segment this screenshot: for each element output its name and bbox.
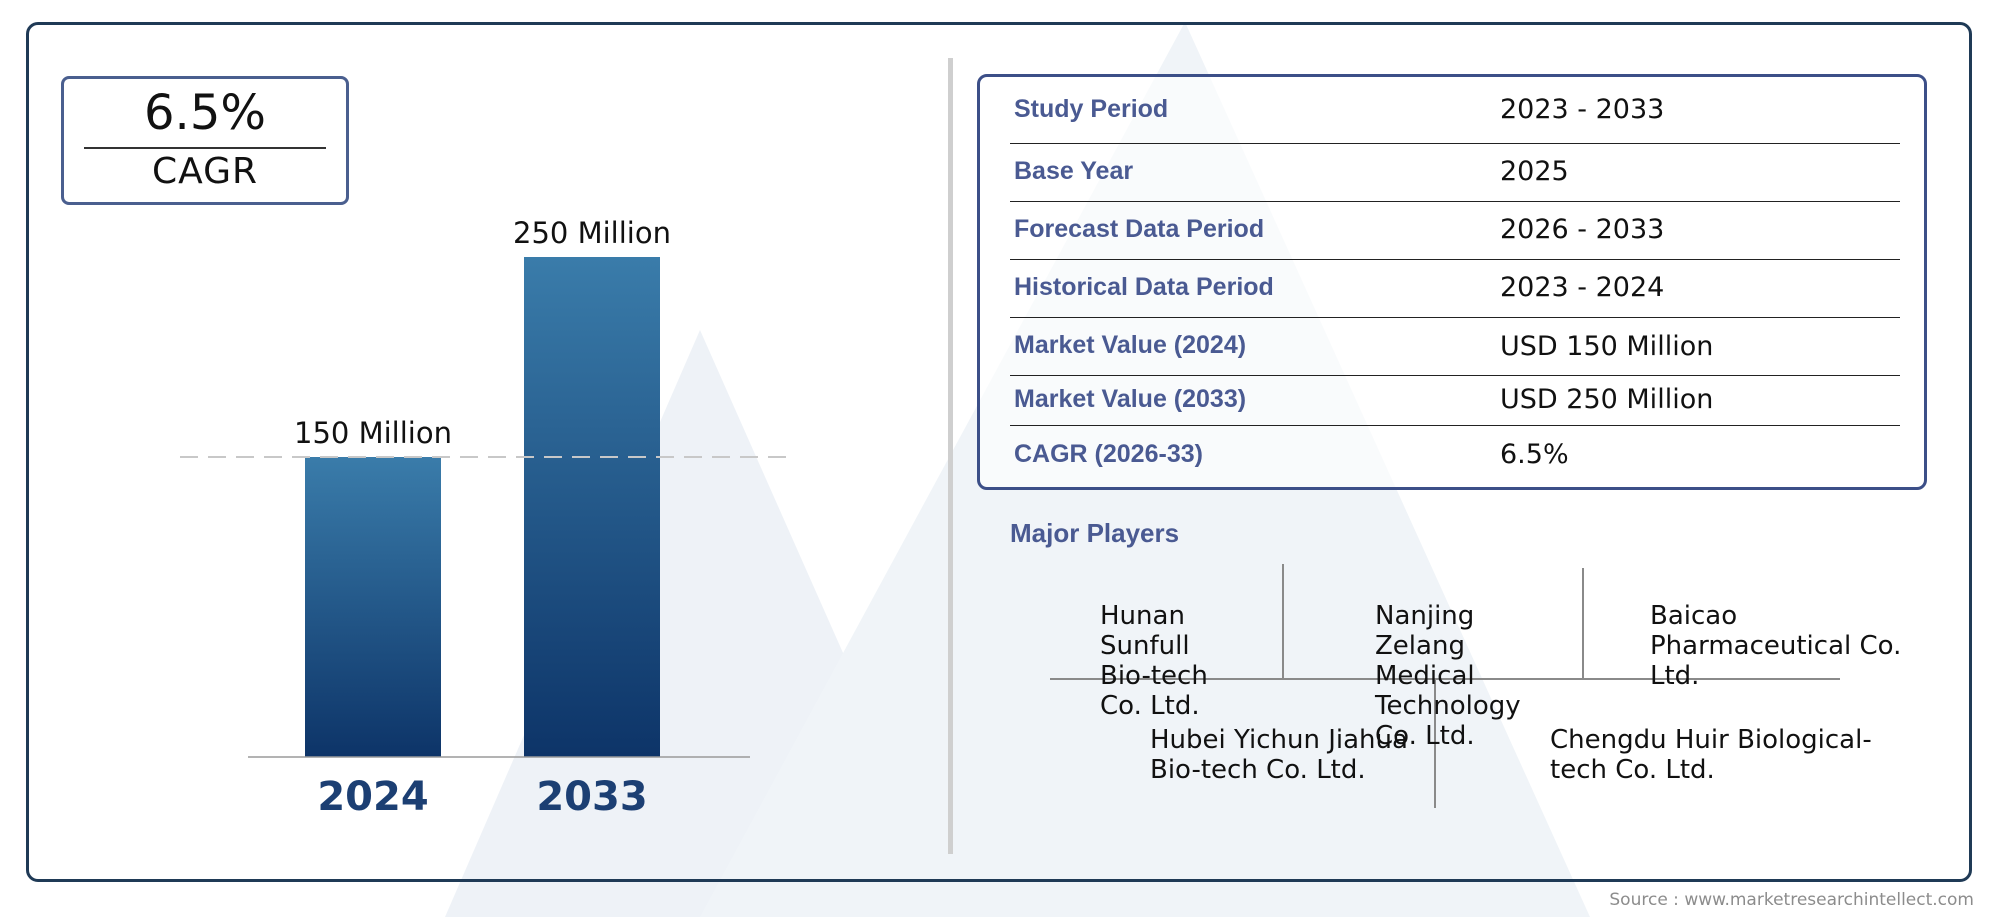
info-label: Market Value (2033) — [1014, 385, 1247, 413]
bar-2033 — [524, 257, 660, 757]
info-row-cagr: CAGR (2026-33) 6.5% — [1010, 425, 1900, 485]
player-separator — [1434, 678, 1436, 808]
player-name: Hunan Sunfull Bio-tech Co. Ltd. — [1100, 601, 1208, 721]
cagr-badge: 6.5% CAGR — [61, 76, 349, 205]
market-info-table: Study Period 2023 - 2033 Base Year 2025 … — [977, 74, 1927, 490]
info-label: Historical Data Period — [1014, 273, 1274, 301]
info-label: Forecast Data Period — [1014, 215, 1265, 243]
player-name: Baicao Pharmaceutical Co. Ltd. — [1650, 601, 1902, 691]
info-row-forecast-period: Forecast Data Period 2026 - 2033 — [1010, 201, 1900, 260]
info-row-study-period: Study Period 2023 - 2033 — [1010, 77, 1900, 144]
info-value: USD 250 Million — [1500, 384, 1714, 415]
cagr-label: CAGR — [151, 151, 259, 192]
info-label: Market Value (2024) — [1014, 331, 1247, 359]
info-value: 2023 - 2024 — [1500, 272, 1665, 303]
bar-2024 — [305, 457, 441, 757]
info-value: 2026 - 2033 — [1500, 214, 1665, 245]
cagr-divider — [84, 147, 326, 149]
player-separator — [1582, 568, 1584, 678]
category-label: 2024 — [317, 774, 428, 820]
info-label: Study Period — [1014, 95, 1169, 123]
info-value: 2025 — [1500, 156, 1569, 187]
info-value: USD 150 Million — [1500, 331, 1714, 362]
info-value: 2023 - 2033 — [1500, 94, 1665, 125]
info-label: CAGR (2026-33) — [1014, 440, 1203, 468]
info-value: 6.5% — [1500, 439, 1569, 470]
info-label: Base Year — [1014, 157, 1134, 185]
category-label: 2033 — [536, 774, 647, 820]
info-row-base-year: Base Year 2025 — [1010, 143, 1900, 202]
source-credit: Source : www.marketresearchintellect.com — [1609, 890, 1974, 910]
major-players-heading: Major Players — [1010, 518, 1180, 548]
player-separator — [1282, 564, 1284, 678]
section-divider — [948, 58, 953, 854]
player-name: Hubei Yichun Jiahua Bio-tech Co. Ltd. — [1150, 725, 1408, 785]
players-baseline — [1050, 678, 1840, 680]
data-label: 150 Million — [294, 416, 452, 450]
infographic-card — [26, 22, 1972, 882]
player-name: Chengdu Huir Biological-tech Co. Ltd. — [1550, 725, 1872, 785]
info-row-market-value-2024: Market Value (2024) USD 150 Million — [1010, 317, 1900, 376]
player-name: Nanjing Zelang Medical Technology Co. Lt… — [1375, 601, 1521, 751]
info-row-historical-period: Historical Data Period 2023 - 2024 — [1010, 259, 1900, 318]
info-row-market-value-2033: Market Value (2033) USD 250 Million — [1010, 375, 1900, 426]
cagr-value: 6.5% — [144, 85, 266, 141]
data-label: 250 Million — [513, 216, 671, 250]
